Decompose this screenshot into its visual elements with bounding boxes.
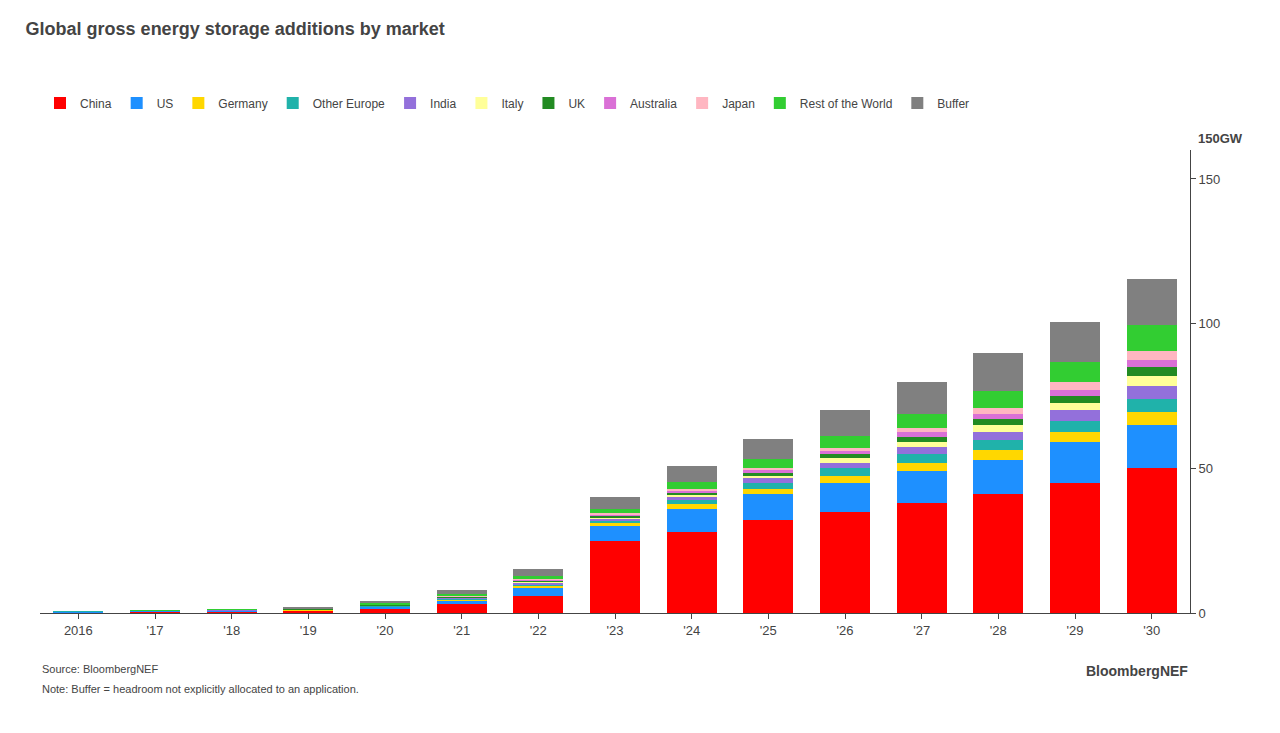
svg-text:'30: '30 <box>1143 623 1160 638</box>
svg-text:Australia: Australia <box>630 97 677 111</box>
svg-text:'19: '19 <box>300 623 317 638</box>
svg-text:150: 150 <box>1199 171 1221 186</box>
svg-text:Japan: Japan <box>722 97 755 111</box>
svg-text:'22: '22 <box>530 623 547 638</box>
svg-text:Rest of the World: Rest of the World <box>800 97 892 111</box>
svg-text:'29: '29 <box>1067 623 1084 638</box>
svg-text:150GW: 150GW <box>1198 131 1243 146</box>
svg-text:'25: '25 <box>760 623 777 638</box>
svg-text:Italy: Italy <box>501 97 523 111</box>
svg-text:UK: UK <box>568 97 585 111</box>
svg-text:50: 50 <box>1199 461 1213 476</box>
svg-text:India: India <box>430 97 456 111</box>
svg-text:Other Europe: Other Europe <box>313 97 385 111</box>
svg-text:Buffer: Buffer <box>937 97 969 111</box>
svg-text:Germany: Germany <box>218 97 267 111</box>
svg-text:'21: '21 <box>453 623 470 638</box>
svg-text:'27: '27 <box>913 623 930 638</box>
svg-text:'24: '24 <box>683 623 700 638</box>
svg-text:'23: '23 <box>607 623 624 638</box>
svg-text:'18: '18 <box>223 623 240 638</box>
svg-text:'28: '28 <box>990 623 1007 638</box>
svg-text:0: 0 <box>1199 606 1206 621</box>
svg-text:BloombergNEF: BloombergNEF <box>1086 663 1188 679</box>
svg-text:'26: '26 <box>837 623 854 638</box>
svg-text:100: 100 <box>1199 316 1221 331</box>
svg-text:US: US <box>157 97 174 111</box>
svg-text:China: China <box>80 97 112 111</box>
svg-text:Note: Buffer = headroom not ex: Note: Buffer = headroom not explicitly a… <box>42 683 359 695</box>
svg-text:'20: '20 <box>377 623 394 638</box>
svg-text:Global gross energy storage ad: Global gross energy storage additions by… <box>26 19 445 39</box>
svg-text:Source: BloombergNEF: Source: BloombergNEF <box>42 663 158 675</box>
svg-text:2016: 2016 <box>64 623 93 638</box>
svg-text:'17: '17 <box>147 623 164 638</box>
